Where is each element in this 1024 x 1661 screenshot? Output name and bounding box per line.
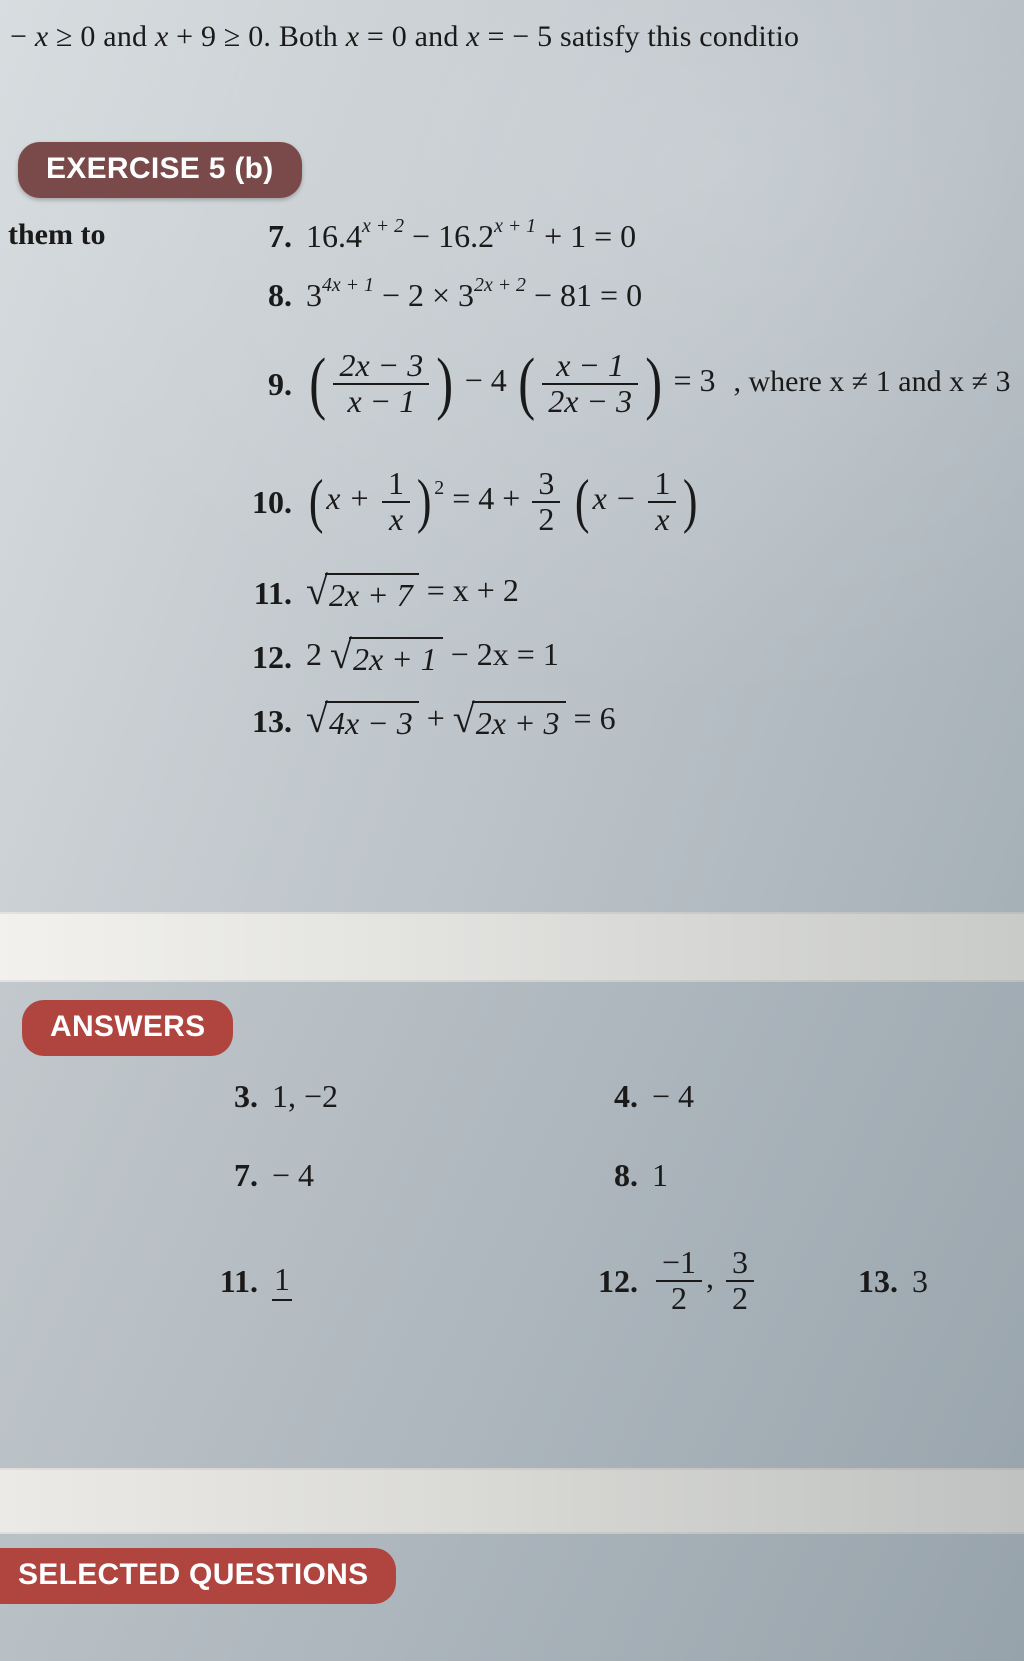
scan-gap-strip-2 xyxy=(0,1468,1024,1534)
problem-number: 11. xyxy=(240,575,292,612)
problem-number: 13. xyxy=(240,703,292,740)
answers-heading-pill: ANSWERS xyxy=(22,1000,233,1056)
problem-number: 7. xyxy=(240,218,292,255)
problem-13: 13. √4x − 3 + √2x + 3 = 6 xyxy=(240,700,1014,742)
left-margin-label: them to xyxy=(0,218,105,252)
problem-11: 11. √2x + 7 = x + 2 xyxy=(240,572,1014,614)
problem-equation: 16.4x + 2 − 16.2x + 1 + 1 = 0 xyxy=(306,218,636,255)
problem-7: 7. 16.4x + 2 − 16.2x + 1 + 1 = 0 xyxy=(240,218,1014,255)
cond-part1: − x ≥ 0 and x + 9 ≥ 0. Both x = 0 and x … xyxy=(10,20,799,53)
answer-13: 13. 3 xyxy=(850,1263,928,1300)
problem-equation: ( 2x − 3x − 1 ) − 4 ( x − 12x − 3 ) = 3 … xyxy=(306,349,1011,418)
problem-where-clause: , where x ≠ 1 and x ≠ 3 xyxy=(734,365,1011,398)
scan-gap-strip xyxy=(0,912,1024,982)
answer-3: 3. 1, −2 xyxy=(210,1078,590,1115)
selected-questions-pill: SELECTED QUESTIONS xyxy=(0,1548,396,1604)
answers-heading-text: ANSWERS xyxy=(50,1010,205,1043)
answer-7: 7. − 4 xyxy=(210,1157,590,1194)
answers-row: 7. − 4 8. 1 xyxy=(210,1157,1024,1194)
problem-equation: 2 √2x + 1 − 2x = 1 xyxy=(306,636,559,678)
exercise-heading-pill: EXERCISE 5 (b) xyxy=(18,142,302,198)
problem-equation: ( x + 1x )2 = 4 + 32 ( x − 1x ) xyxy=(306,467,701,536)
problems-list: 7. 16.4x + 2 − 16.2x + 1 + 1 = 0 8. 34x … xyxy=(240,218,1014,764)
problem-12: 12. 2 √2x + 1 − 2x = 1 xyxy=(240,636,1014,678)
answer-11: 11. 1 xyxy=(210,1261,590,1301)
answer-4: 4. − 4 xyxy=(590,1078,850,1115)
problem-equation: √2x + 7 = x + 2 xyxy=(306,572,519,614)
problem-9: 9. ( 2x − 3x − 1 ) − 4 ( x − 12x − 3 ) =… xyxy=(240,336,1014,432)
problem-number: 9. xyxy=(240,366,292,403)
problem-equation: √4x − 3 + √2x + 3 = 6 xyxy=(306,700,616,742)
answer-8: 8. 1 xyxy=(590,1157,850,1194)
problem-equation: 34x + 1 − 2 × 32x + 2 − 81 = 0 xyxy=(306,277,642,314)
top-condition-line: − x ≥ 0 and x + 9 ≥ 0. Both x = 0 and x … xyxy=(0,20,1024,54)
problem-10: 10. ( x + 1x )2 = 4 + 32 ( x − 1x ) xyxy=(240,454,1014,550)
answers-grid: 3. 1, −2 4. − 4 7. − 4 8. 1 11. 1 xyxy=(0,1078,1024,1326)
problem-number: 10. xyxy=(240,484,292,521)
problem-number: 12. xyxy=(240,639,292,676)
problem-8: 8. 34x + 1 − 2 × 32x + 2 − 81 = 0 xyxy=(240,277,1014,314)
selected-questions-text: SELECTED QUESTIONS xyxy=(18,1558,368,1591)
exercise-heading-text: EXERCISE 5 (b) xyxy=(46,152,274,185)
problem-number: 8. xyxy=(240,277,292,314)
selected-questions-wrap: SELECTED QUESTIONS xyxy=(0,1548,396,1604)
answer-12: 12. −12, 32 xyxy=(590,1246,850,1315)
answers-row: 11. 1 12. −12, 32 13. 3 xyxy=(210,1236,1024,1326)
answers-row: 3. 1, −2 4. − 4 xyxy=(210,1078,1024,1115)
